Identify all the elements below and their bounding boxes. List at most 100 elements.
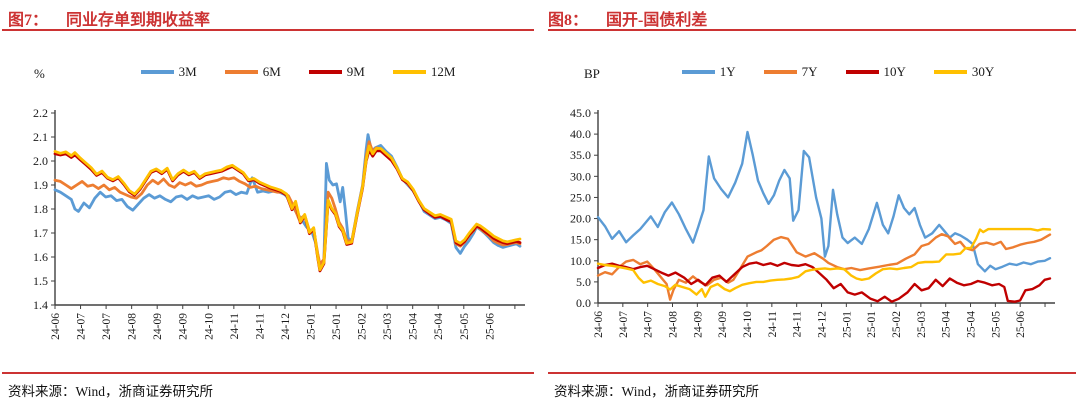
- x-tick-label: 25-01: [331, 313, 343, 340]
- x-tick-label: 24-08: [127, 313, 139, 340]
- legend-label: 6M: [262, 64, 281, 79]
- x-tick-label: 24-09: [152, 313, 164, 340]
- x-tick-label: 24-10: [203, 313, 215, 340]
- x-tick-label: 24-08: [668, 311, 680, 338]
- y-tick-label: 40.0: [570, 127, 591, 141]
- x-tick-label: 25-06: [484, 313, 496, 340]
- series-line-12M: [53, 144, 522, 272]
- figure-number-label: 图7：: [8, 12, 49, 29]
- series-line-7Y: [596, 232, 1052, 301]
- y-tick-label: 0.0: [576, 296, 591, 310]
- legend-swatch: [763, 70, 797, 74]
- x-tick-label: 25-05: [990, 311, 1002, 338]
- y-tick-label: 1.7: [33, 226, 48, 240]
- legend-label: 9M: [346, 64, 365, 79]
- y-tick-label: 1.9: [33, 178, 48, 192]
- legend-label: 1Y: [719, 64, 736, 79]
- legend: 1Y 7Y 10Y 30Y: [610, 64, 1066, 80]
- legend-label: 7Y: [801, 64, 818, 79]
- y-tick-label: 2.2: [33, 106, 48, 120]
- x-tick-label: 25-03: [382, 313, 394, 340]
- figure-7-cd-yield: 图7： 同业存单到期收益率 % 3M 6M 9M 12M 2.2 2.1 2.0 1.9 1.8…: [2, 6, 534, 399]
- legend-label: 30Y: [971, 64, 995, 79]
- y-tick-label: 10.0: [570, 254, 591, 268]
- legend-item-10Y: 10Y: [845, 64, 906, 80]
- figure-title: 同业存单到期收益率: [66, 12, 211, 29]
- legend-swatch: [224, 70, 258, 74]
- figure-header: 图7： 同业存单到期收益率: [8, 6, 210, 30]
- x-tick-label: 24-06: [50, 313, 62, 340]
- x-tick-label: 25-01: [866, 311, 878, 338]
- x-tick-label: 25-02: [357, 313, 369, 340]
- x-tick-label: 24-07: [76, 313, 88, 340]
- legend-item-9M: 9M: [308, 64, 365, 80]
- y-tick-label: 5.0: [576, 275, 591, 289]
- figure-header: 图8： 国开-国债利差: [548, 6, 707, 30]
- legend-swatch: [845, 70, 879, 74]
- x-tick-label: 24-11: [229, 313, 241, 340]
- x-tick-label: 25-01: [305, 313, 317, 340]
- x-tick-label: 24-11: [254, 313, 266, 340]
- y-axis-unit-label: %: [34, 66, 45, 81]
- line-chart-spread: 45.040.035.030.025.020.015.010.05.00.024…: [570, 106, 1055, 338]
- y-tick-label: 1.8: [33, 202, 48, 216]
- x-tick-label: 24-11: [792, 311, 804, 338]
- x-tick-label: 24-12: [280, 313, 292, 340]
- legend-item-30Y: 30Y: [933, 64, 995, 80]
- y-tick-label: 35.0: [570, 148, 591, 162]
- x-tick-label: 24-11: [767, 311, 779, 338]
- legend-swatch: [392, 70, 426, 74]
- y-tick-label: 45.0: [570, 106, 591, 120]
- legend-swatch: [681, 70, 715, 74]
- figure-title: 国开-国债利差: [606, 12, 708, 29]
- y-tick-label: 25.0: [570, 190, 591, 204]
- series-line-10Y: [596, 261, 1052, 303]
- legend-swatch: [308, 70, 342, 74]
- x-tick-label: 24-07: [618, 311, 630, 338]
- x-tick-label: 25-03: [916, 311, 928, 338]
- x-tick-label: 25-01: [841, 311, 853, 338]
- legend-item-3M: 3M: [140, 64, 197, 80]
- x-tick-label: 24-07: [101, 313, 113, 340]
- source-note: 资料来源：Wind，浙商证券研究所: [554, 384, 759, 399]
- x-tick-label: 24-09: [692, 311, 704, 338]
- series-line-30Y: [596, 227, 1052, 298]
- x-tick-label: 24-07: [643, 311, 655, 338]
- x-tick-label: 25-06: [1015, 311, 1027, 338]
- series-line-9M: [53, 148, 522, 273]
- series-line-1Y: [596, 130, 1052, 273]
- legend-label: 12M: [430, 64, 456, 79]
- y-tick-label: 15.0: [570, 233, 591, 247]
- legend-item-7Y: 7Y: [763, 64, 818, 80]
- line-chart-cd-yield: 2.2 2.1 2.0 1.9 1.8 1.7 1.6 1.5 1.424-06 24-07 24-…: [33, 106, 525, 340]
- y-tick-label: 1.5: [33, 274, 48, 288]
- legend-item-1Y: 1Y: [681, 64, 736, 80]
- source-divider: [548, 372, 1076, 374]
- x-tick-label: 25-04: [408, 313, 420, 340]
- legend-label: 10Y: [883, 64, 906, 79]
- legend-label: 3M: [178, 64, 197, 79]
- x-tick-label: 25-02: [891, 311, 903, 338]
- y-axis-unit-label: BP: [584, 66, 600, 81]
- legend-swatch: [140, 70, 174, 74]
- x-tick-label: 24-10: [742, 311, 754, 338]
- figure-8-cdb-treasury-spread: 图8： 国开-国债利差 BP 1Y 7Y 10Y 30Y 45.0 40.0 35.0 30.…: [540, 0, 1080, 410]
- x-tick-label: 24-06: [593, 311, 605, 338]
- legend: 3M 6M 9M 12M: [70, 64, 526, 80]
- legend-item-6M: 6M: [224, 64, 281, 80]
- title-underline: [548, 29, 1076, 31]
- source-divider: [2, 372, 534, 374]
- x-tick-label: 25-04: [433, 313, 445, 340]
- x-tick-label: 25-04: [966, 311, 978, 338]
- x-tick-label: 24-09: [717, 311, 729, 338]
- title-underline: [2, 29, 534, 31]
- x-tick-label: 25-04: [941, 311, 953, 338]
- legend-item-12M: 12M: [392, 64, 456, 80]
- y-tick-label: 1.4: [33, 298, 48, 312]
- legend-swatch: [933, 70, 967, 74]
- y-tick-label: 2.1: [33, 130, 48, 144]
- x-tick-label: 24-12: [817, 311, 829, 338]
- y-tick-label: 1.6: [33, 250, 48, 264]
- y-tick-label: 2.0: [33, 154, 48, 168]
